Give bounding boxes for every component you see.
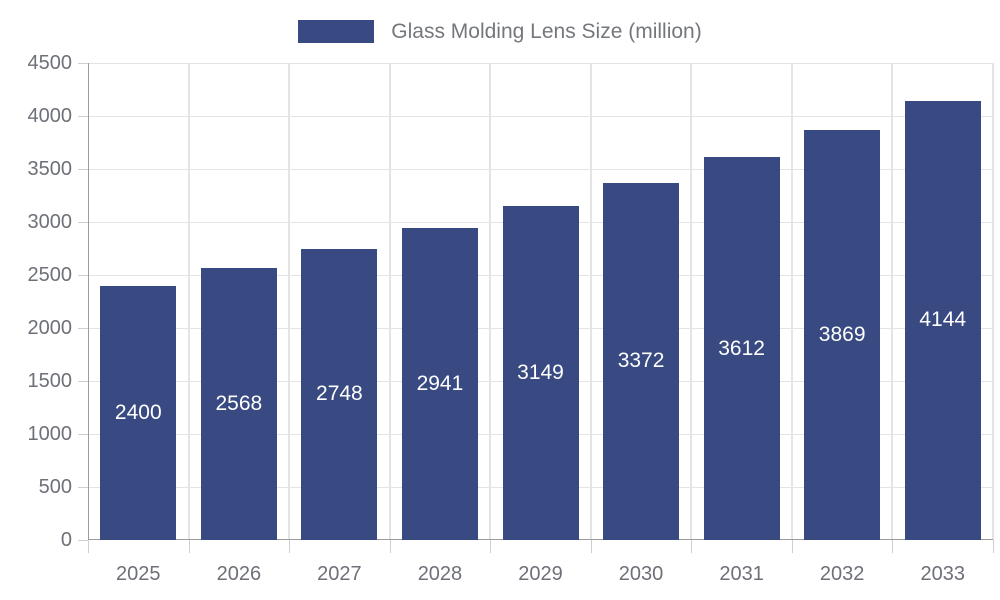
legend-swatch xyxy=(298,20,375,43)
y-axis-label: 4500 xyxy=(27,52,73,74)
x-axis-tick xyxy=(993,540,994,553)
y-axis-tick xyxy=(78,275,88,276)
bar-value-label: 2941 xyxy=(416,372,464,396)
x-axis-tick xyxy=(389,540,391,553)
v-gridline xyxy=(288,63,291,540)
x-axis-label: 2026 xyxy=(216,563,262,585)
y-axis-tick xyxy=(78,63,88,64)
v-gridline xyxy=(187,63,190,540)
x-axis-tick xyxy=(691,540,693,553)
x-axis-label: 2029 xyxy=(518,563,563,585)
y-axis-tick xyxy=(78,222,88,223)
x-axis-label: 2032 xyxy=(819,563,865,585)
v-gridline xyxy=(589,63,592,540)
v-gridline xyxy=(992,63,994,540)
bar: 2748 xyxy=(301,248,378,540)
x-axis-label: 2030 xyxy=(618,563,664,585)
v-gridline xyxy=(790,63,793,540)
x-axis-label: 2025 xyxy=(116,563,161,585)
v-gridline xyxy=(489,63,492,540)
bar-value-label: 3372 xyxy=(617,349,665,373)
y-axis-label: 4000 xyxy=(27,105,73,127)
bar: 3149 xyxy=(502,206,579,540)
bar-value-label: 3869 xyxy=(818,322,866,346)
x-axis-tick xyxy=(892,540,894,553)
bar-value-label: 2748 xyxy=(316,382,363,406)
h-gridline xyxy=(88,169,993,170)
bar: 3869 xyxy=(804,129,881,540)
y-axis-label: 500 xyxy=(38,476,72,498)
y-axis-tick xyxy=(78,434,88,435)
y-axis-label: 2000 xyxy=(27,317,73,339)
v-gridline xyxy=(388,63,391,540)
x-axis-tick xyxy=(188,540,190,553)
bar: 3612 xyxy=(703,157,780,540)
y-axis-label: 1000 xyxy=(27,423,73,445)
y-axis-line xyxy=(88,63,89,540)
x-axis-tick xyxy=(289,540,291,553)
x-axis-label: 2033 xyxy=(920,563,965,585)
plot-area: 0 500 1000 1500 2000 2500 3000 3500 4000 4500 2400… xyxy=(28,53,994,585)
bar-value-label: 3149 xyxy=(517,361,564,385)
y-axis-label: 2500 xyxy=(27,264,73,286)
v-gridline xyxy=(690,63,693,540)
y-axis-label: 3000 xyxy=(27,211,73,233)
y-axis-tick xyxy=(78,116,88,117)
legend[interactable]: Glass Molding Lens Size (million) xyxy=(0,18,1000,45)
bar-value-label: 2568 xyxy=(215,391,263,415)
x-axis-tick xyxy=(791,540,793,553)
x-axis-tick xyxy=(490,540,492,553)
y-axis-label: 1500 xyxy=(27,370,73,392)
x-axis-tick xyxy=(590,540,592,553)
x-axis-label: 2031 xyxy=(719,563,764,585)
y-axis-tick xyxy=(78,328,88,329)
h-gridline xyxy=(88,63,993,64)
bar: 2568 xyxy=(200,267,277,540)
legend-label: Glass Molding Lens Size (million) xyxy=(391,20,702,43)
y-axis-label: 0 xyxy=(60,529,72,551)
y-axis-label: 3500 xyxy=(27,158,73,180)
y-axis-tick xyxy=(78,381,88,382)
x-axis-label: 2028 xyxy=(417,563,463,585)
x-axis-label: 2027 xyxy=(317,563,362,585)
bar: 3372 xyxy=(603,182,680,540)
y-axis-tick xyxy=(78,487,88,488)
bar-value-label: 4144 xyxy=(919,308,967,332)
bar: 2400 xyxy=(100,285,177,540)
y-axis-tick xyxy=(78,169,88,170)
bar: 2941 xyxy=(401,228,478,540)
y-axis-tick xyxy=(78,540,88,541)
bar-value-label: 3612 xyxy=(718,336,765,360)
bar-value-label: 2400 xyxy=(114,400,162,424)
v-gridline xyxy=(891,63,894,540)
bar: 4144 xyxy=(904,100,981,540)
h-gridline xyxy=(88,116,993,117)
x-axis-tick xyxy=(88,540,89,553)
